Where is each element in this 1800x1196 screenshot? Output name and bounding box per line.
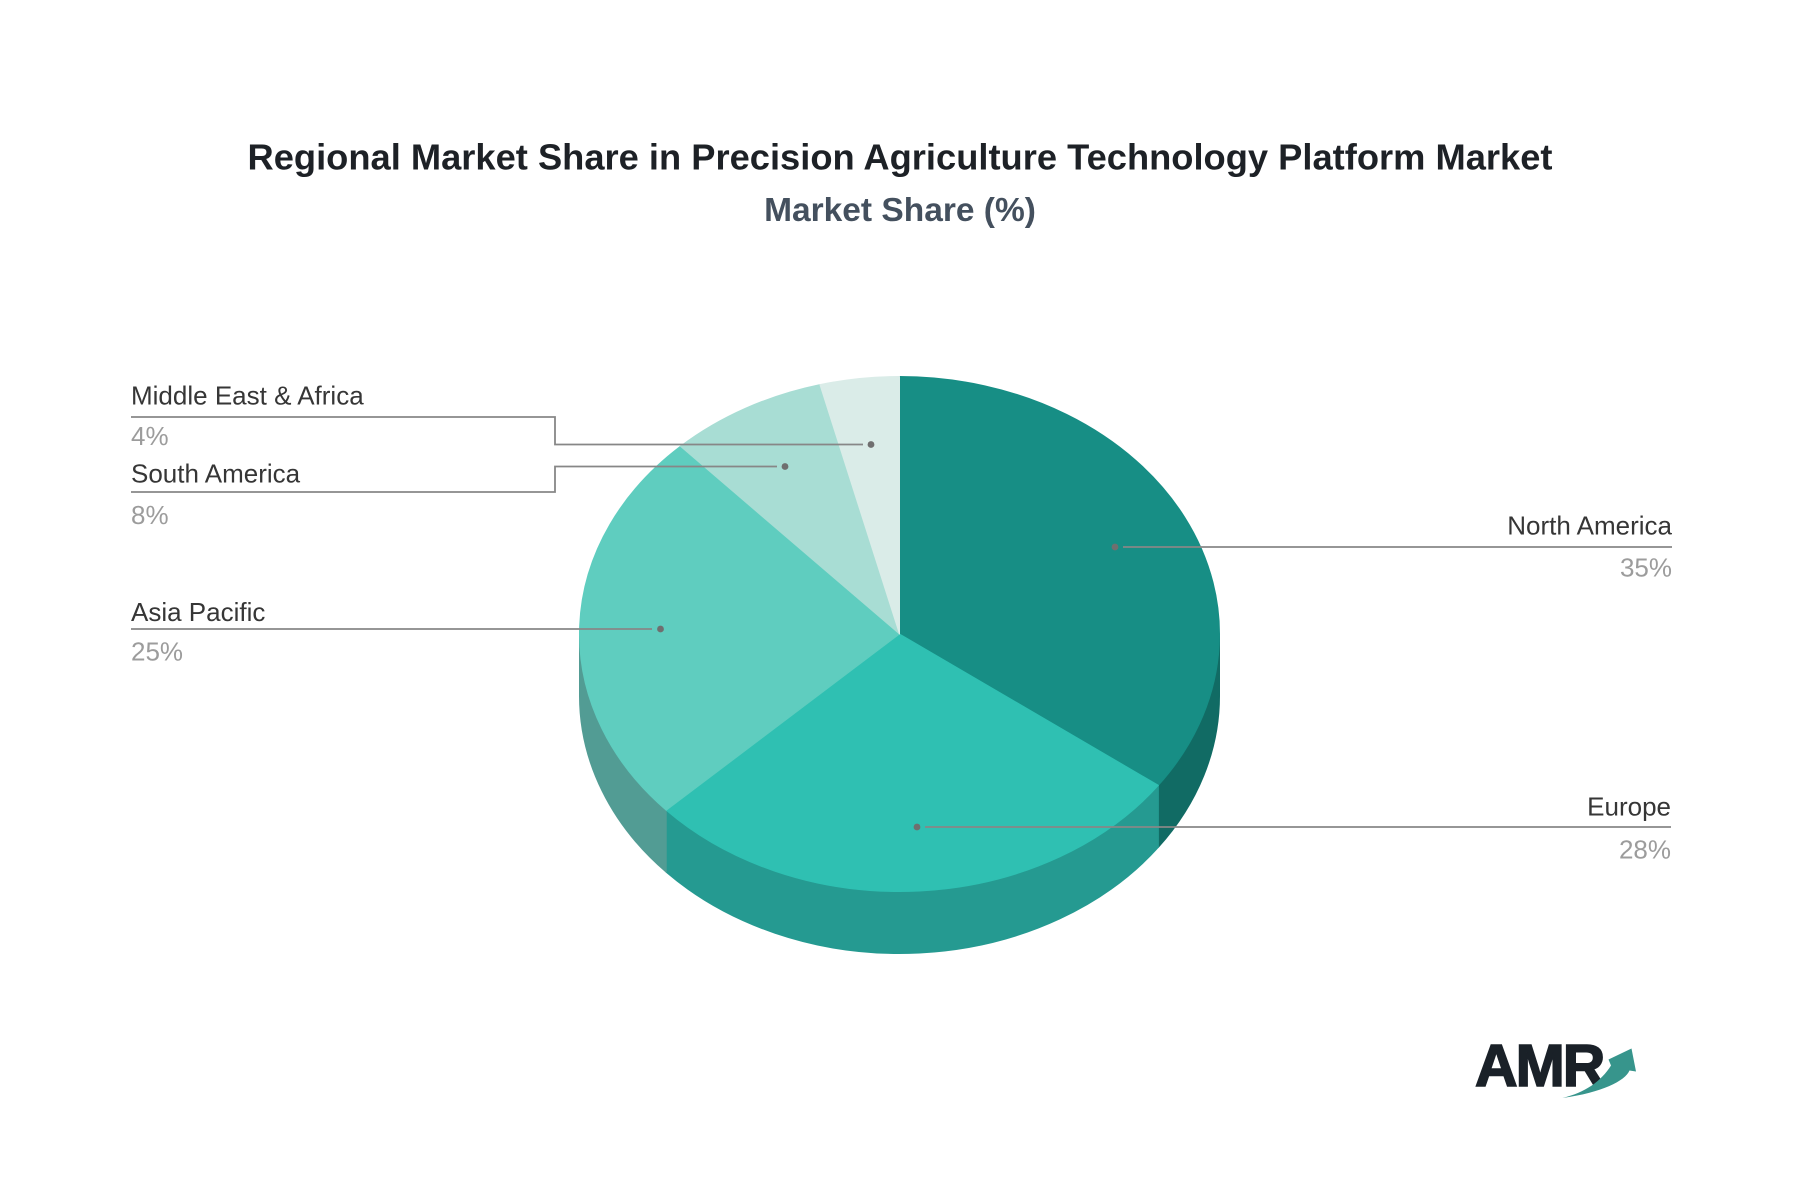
svg-text:35%: 35% xyxy=(1620,553,1672,583)
svg-text:8%: 8% xyxy=(131,500,169,530)
svg-text:Middle East & Africa: Middle East & Africa xyxy=(131,381,364,411)
svg-text:Europe: Europe xyxy=(1587,792,1671,822)
svg-text:28%: 28% xyxy=(1619,835,1671,865)
svg-text:25%: 25% xyxy=(131,636,183,666)
svg-text:Market Share (%): Market Share (%) xyxy=(764,192,1036,229)
svg-text:South America: South America xyxy=(131,459,301,489)
svg-text:AMR: AMR xyxy=(1475,1033,1605,1099)
svg-text:4%: 4% xyxy=(131,421,169,451)
svg-text:Asia Pacific: Asia Pacific xyxy=(131,597,265,627)
svg-text:Regional Market Share in Preci: Regional Market Share in Precision Agric… xyxy=(248,137,1553,178)
svg-text:North America: North America xyxy=(1507,511,1672,541)
